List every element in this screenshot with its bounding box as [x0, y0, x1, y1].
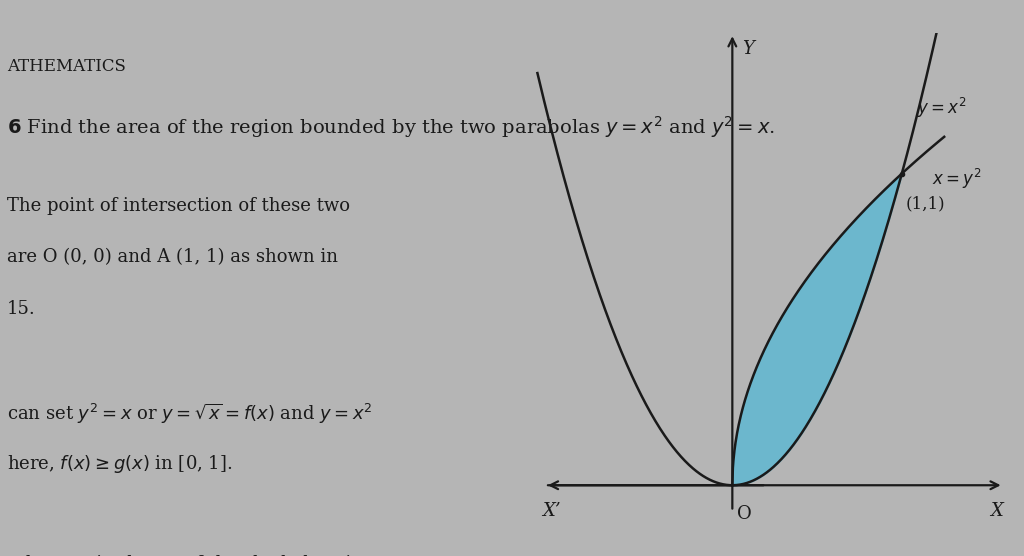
Text: 15.: 15. [6, 300, 36, 317]
Text: O: O [737, 505, 753, 524]
Text: ATHEMATICS: ATHEMATICS [6, 58, 126, 76]
Text: are O (0, 0) and A (1, 1) as shown in: are O (0, 0) and A (1, 1) as shown in [6, 249, 338, 266]
Text: can set $y^2=x$ or $y=\sqrt{x}=f(x)$ and $y=x^2$: can set $y^2=x$ or $y=\sqrt{x}=f(x)$ and… [6, 402, 372, 426]
Text: , the required area of the shaded region: , the required area of the shaded region [6, 555, 374, 556]
Text: $x=y^2$: $x=y^2$ [932, 167, 982, 191]
Text: here, $f(x) \geq g (x)$ in [0, 1].: here, $f(x) \geq g (x)$ in [0, 1]. [6, 453, 232, 475]
Text: (1,1): (1,1) [905, 195, 945, 212]
Text: X: X [990, 503, 1004, 520]
Text: $y=x^2$: $y=x^2$ [918, 96, 967, 120]
Text: Y: Y [742, 39, 755, 58]
Text: The point of intersection of these two: The point of intersection of these two [6, 197, 349, 215]
Text: X’: X’ [543, 503, 561, 520]
Text: $\mathbf{6}$ Find the area of the region bounded by the two parabolas $y=x^2$ an: $\mathbf{6}$ Find the area of the region… [6, 114, 774, 140]
